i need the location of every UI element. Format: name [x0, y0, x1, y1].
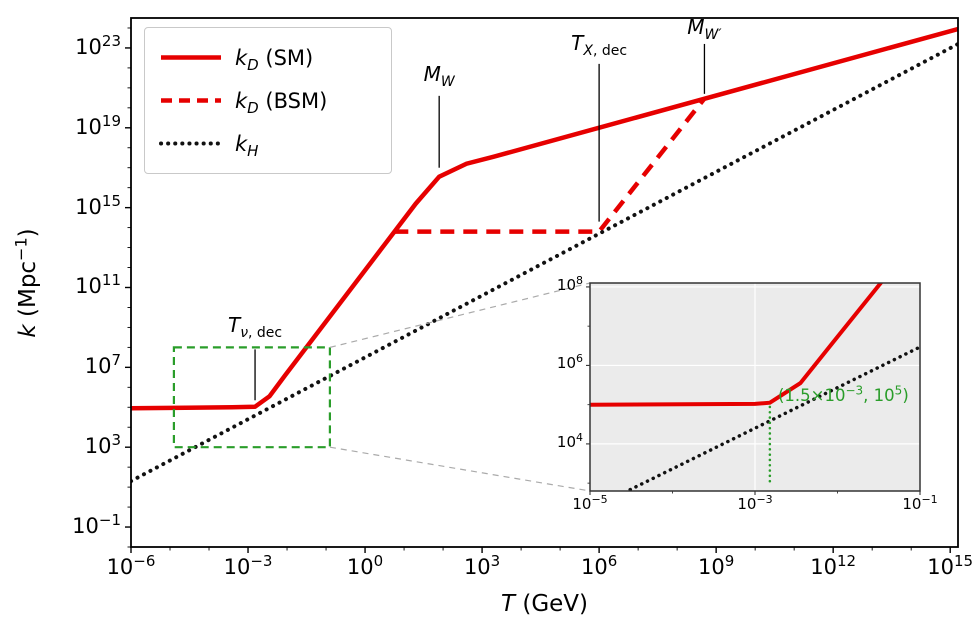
y-axis-label-unit-pre: (Mpc — [15, 260, 41, 325]
y-axis-label: k (Mpc−1) — [11, 228, 41, 338]
inset-series-group — [590, 283, 920, 491]
axes-frame — [130, 17, 959, 548]
legend-kd-bsm-base: k — [235, 88, 248, 113]
series-k-d-sm — [131, 26, 958, 411]
legend: kD (SM) kD (BSM) kH — [144, 27, 392, 174]
legend-kd-bsm-rest: (BSM) — [258, 88, 328, 113]
kh-line-sample — [159, 141, 223, 146]
legend-kd-bsm-sub: D — [247, 98, 259, 117]
zoom-connector-bottom — [329, 446, 591, 492]
legend-label-kd-bsm: kD (BSM) — [235, 88, 328, 116]
legend-kd-sm-rest: (SM) — [258, 45, 314, 70]
legend-kd-sm-sub: D — [247, 55, 259, 74]
legend-kh-base: k — [235, 131, 248, 156]
legend-label-kh: kH — [235, 131, 258, 159]
legend-label-kd-sm: kD (SM) — [235, 45, 314, 73]
y-axis-label-symbol: k — [15, 324, 41, 338]
kd-bsm-line-sample — [161, 98, 221, 103]
kd-sm-line-sample — [161, 55, 221, 60]
series-k-d-bsm — [394, 97, 707, 234]
legend-entry-kd-sm: kD (SM) — [159, 45, 385, 73]
zoom-region-rect — [172, 346, 331, 449]
y-axis-label-unit-post: ) — [15, 228, 41, 238]
y-axis-label-exponent: −1 — [11, 237, 31, 261]
x-axis-label-unit: (GeV) — [515, 591, 589, 617]
zoom-connector-top — [329, 282, 591, 348]
main-series-group — [131, 26, 958, 484]
legend-kh-sub: H — [247, 141, 259, 160]
legend-entry-kh: kH — [159, 131, 385, 159]
inset-series-k-h — [623, 345, 920, 491]
legend-kd-sm-base: k — [235, 45, 248, 70]
inset-series-k-d-sm — [590, 283, 884, 407]
x-axis-label: T (GeV) — [131, 591, 958, 617]
legend-entry-kd-bsm: kD (BSM) — [159, 88, 385, 116]
x-axis-label-symbol: T — [500, 591, 516, 617]
series-k-h — [131, 42, 958, 484]
